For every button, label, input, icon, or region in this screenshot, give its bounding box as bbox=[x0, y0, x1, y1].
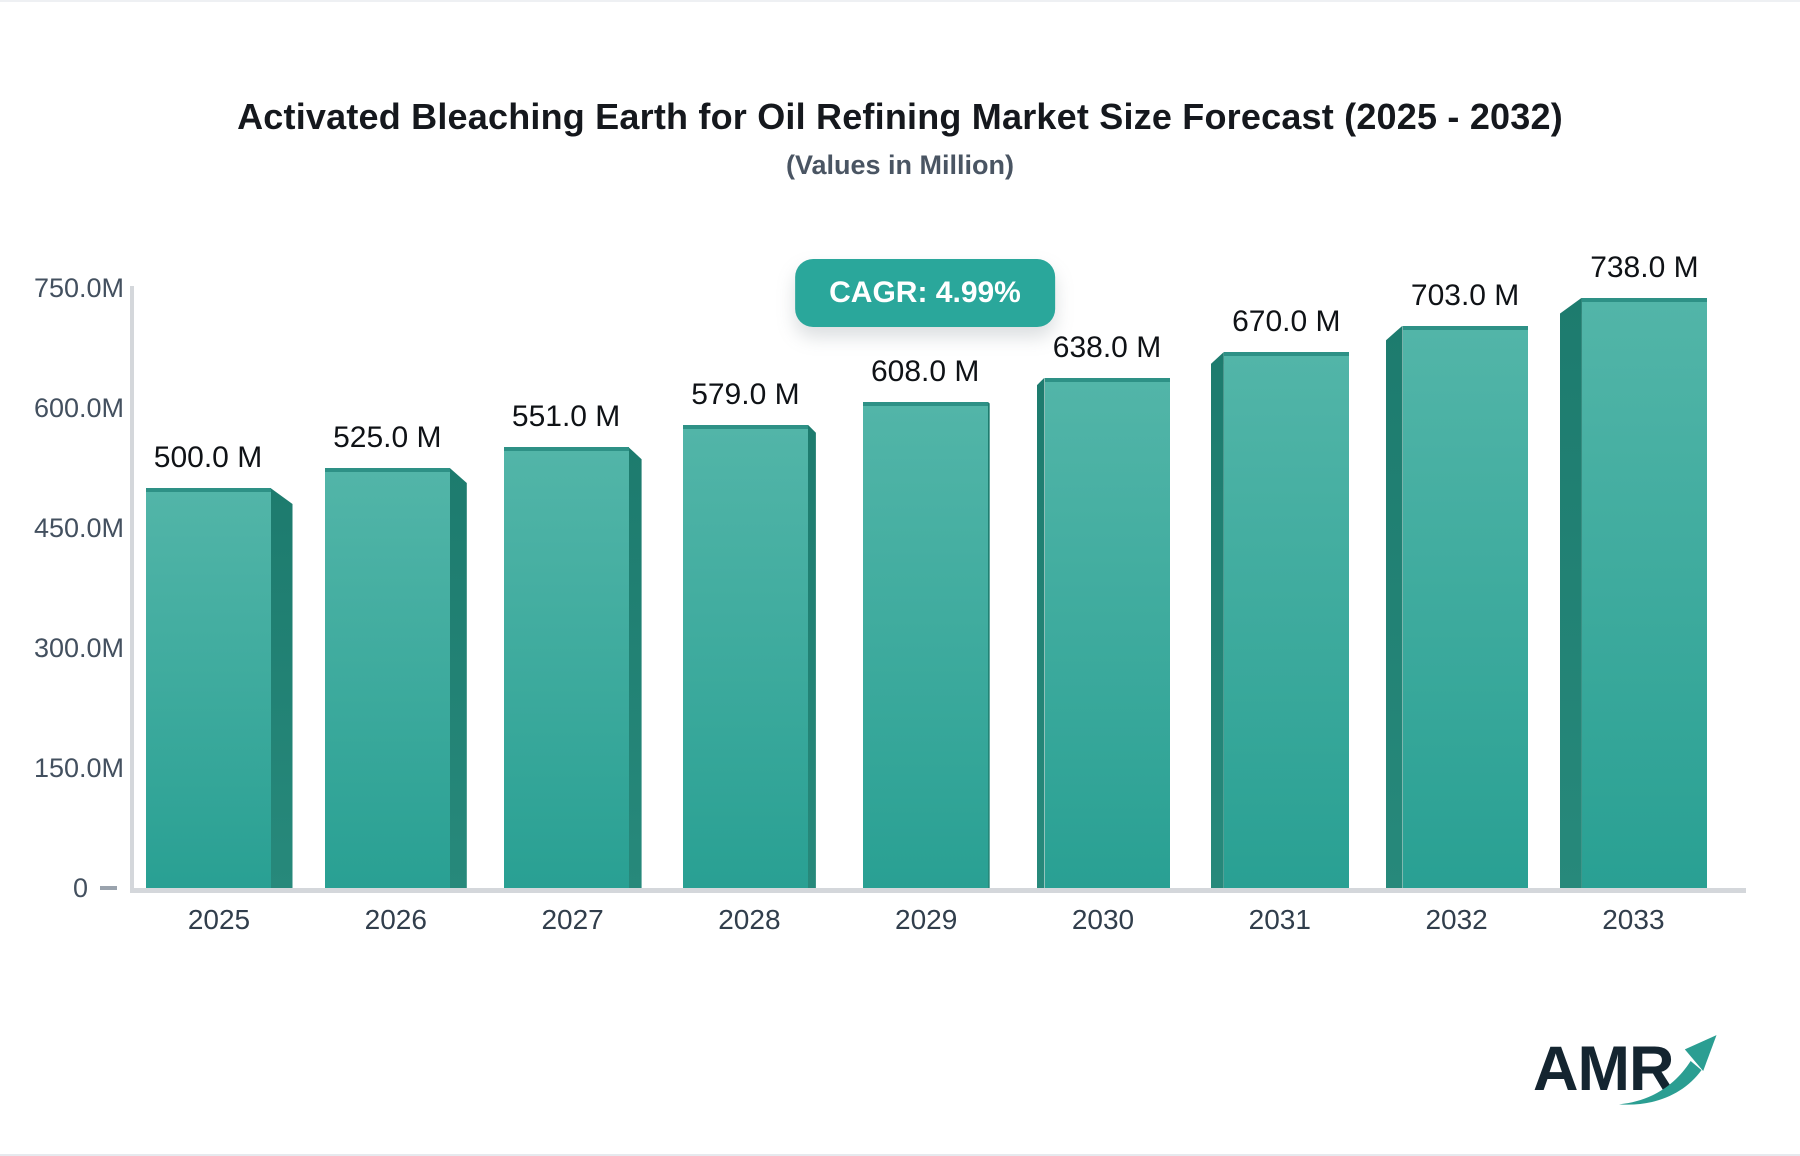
growth-arrow-swoosh bbox=[1619, 1061, 1702, 1105]
bar-2026-value-label: 525.0 M bbox=[333, 421, 442, 454]
y-axis-tick-label: 0 bbox=[72, 873, 88, 903]
bar-2032-face bbox=[1402, 325, 1528, 888]
bar-2031-face bbox=[1223, 352, 1349, 888]
x-axis-category-label: 2026 bbox=[364, 904, 427, 935]
y-axis-tick-label: 750.0M bbox=[33, 273, 124, 303]
bar-2030-value-label: 638.0 M bbox=[1052, 330, 1162, 364]
x-axis-category-label: 2030 bbox=[1071, 904, 1135, 935]
bar-2027-value-label: 551.0 M bbox=[511, 400, 621, 434]
bar-2031-value-label: 670.0 M bbox=[1232, 305, 1341, 338]
x-axis-category-label: 2028 bbox=[718, 904, 781, 935]
chart-subtitle: (Values in Million) bbox=[785, 150, 1015, 180]
x-axis-category-label: 2031 bbox=[1248, 904, 1311, 935]
y-axis-tick-label: 600.0M bbox=[33, 393, 124, 423]
amr-logo: AMR bbox=[1533, 1034, 1743, 1138]
bar-2028-side-face bbox=[807, 424, 816, 888]
x-axis-category-label: 2027 bbox=[541, 904, 604, 935]
cagr-badge: CAGR: 4.99% bbox=[795, 259, 1055, 327]
y-axis-zero-tick bbox=[100, 886, 117, 890]
bar-2029-side-face bbox=[987, 401, 990, 888]
y-axis-line bbox=[130, 286, 134, 893]
x-axis-category-label: 2029 bbox=[895, 904, 958, 935]
y-axis-tick-label: 300.0M bbox=[33, 633, 124, 663]
bar-2033-side-face bbox=[1559, 297, 1582, 888]
bar-2029-face bbox=[862, 401, 988, 888]
x-axis-line bbox=[130, 888, 1746, 893]
bar-2031-side-face bbox=[1210, 352, 1224, 888]
bar-2025-face bbox=[145, 488, 271, 888]
bar-2025-side-face bbox=[270, 488, 293, 888]
bar-2033-value-label: 738.0 M bbox=[1590, 250, 1699, 284]
bar-2029-value-label: 608.0 M bbox=[870, 354, 980, 388]
growth-arrow-icon bbox=[1619, 1035, 1717, 1105]
x-axis-category-label: 2025 bbox=[187, 904, 251, 935]
y-axis-tick-label: 150.0M bbox=[33, 753, 124, 783]
bar-2027-face bbox=[503, 447, 629, 888]
bar-2030-side-face bbox=[1036, 377, 1045, 888]
chart-title: Activated Bleaching Earth for Oil Refini… bbox=[237, 96, 1563, 137]
bar-2027-side-face bbox=[628, 447, 642, 888]
bar-2030-face bbox=[1044, 377, 1170, 888]
bar-2032-value-label: 703.0 M bbox=[1410, 278, 1520, 312]
x-axis-category-label: 2033 bbox=[1602, 904, 1665, 935]
amr-logo-text: AMR bbox=[1533, 1034, 1674, 1104]
y-axis-tick-label: 450.0M bbox=[33, 513, 124, 543]
bar-2026-face bbox=[324, 468, 450, 888]
bar-2025-value-label: 500.0 M bbox=[153, 441, 263, 474]
x-axis-category-label: 2032 bbox=[1425, 904, 1488, 935]
bar-2028-face bbox=[682, 424, 808, 888]
bar-2028-value-label: 579.0 M bbox=[691, 377, 800, 411]
bar-2033-face bbox=[1581, 297, 1707, 888]
growth-arrow-head bbox=[1684, 1035, 1717, 1071]
bar-2032-side-face bbox=[1385, 325, 1403, 888]
bar-2026-side-face bbox=[449, 468, 467, 888]
